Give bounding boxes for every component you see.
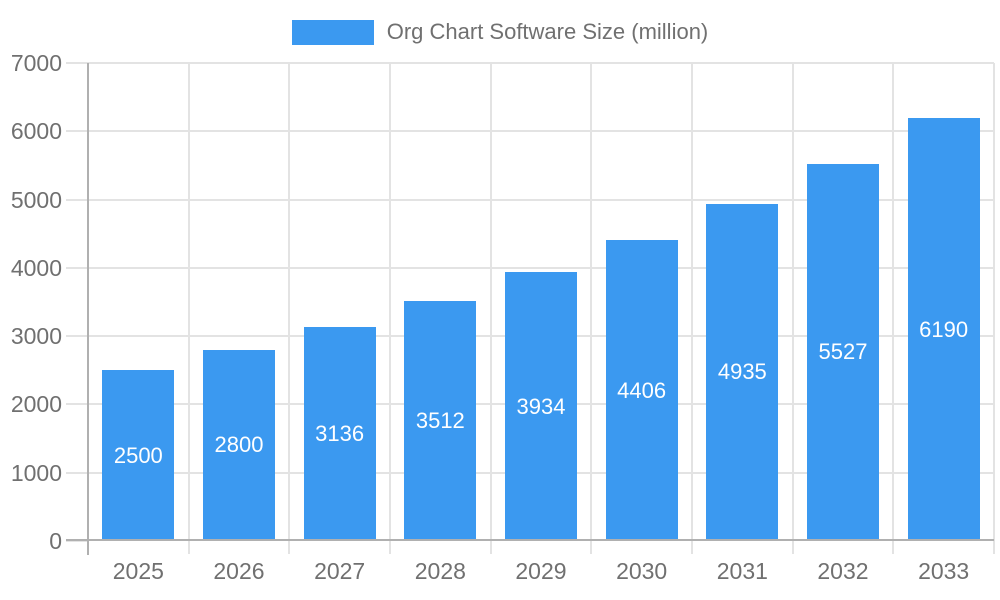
y-gridline [88, 130, 994, 133]
x-tick [489, 541, 492, 554]
y-axis-line [87, 63, 89, 555]
x-gridline [691, 63, 693, 541]
y-tick [66, 130, 88, 133]
x-gridline [389, 63, 391, 541]
y-axis-label: 7000 [10, 50, 62, 76]
y-gridline [88, 266, 994, 269]
x-tick [590, 541, 593, 554]
bar-value-label: 2500 [113, 442, 163, 468]
y-axis-label: 2000 [10, 391, 62, 418]
y-gridline [88, 62, 994, 64]
x-gridline [187, 63, 190, 541]
bar-2028[interactable]: 3512 [404, 301, 477, 541]
x-gridline [892, 63, 895, 541]
bar-value-label: 4406 [617, 377, 667, 403]
legend-swatch [291, 19, 374, 45]
bar-value-label: 3934 [516, 393, 566, 419]
bar-2025[interactable]: 2500 [102, 370, 175, 541]
bar-value-label: 2800 [214, 432, 264, 458]
x-tick [288, 541, 291, 554]
y-tick [66, 471, 88, 474]
bar-value-label: 6190 [919, 316, 969, 342]
x-axis-label: 2028 [414, 558, 466, 584]
x-tick [892, 541, 895, 554]
x-tick [993, 541, 995, 554]
y-tick [66, 335, 88, 338]
bar-value-label: 4935 [717, 359, 767, 385]
x-gridline [993, 63, 995, 541]
bar-2029[interactable]: 3934 [505, 272, 577, 541]
x-tick [691, 541, 693, 554]
bar-value-label: 3512 [415, 408, 465, 434]
y-axis-label: 4000 [10, 254, 62, 281]
legend-label: Org Chart Software Size (million) [386, 19, 709, 44]
x-gridline [288, 63, 291, 541]
x-axis-label: 2029 [515, 558, 567, 584]
x-axis-label: 2033 [918, 558, 970, 584]
bar-value-label: 5527 [818, 339, 868, 365]
x-tick [187, 541, 190, 554]
bar-2030[interactable]: 4406 [605, 240, 678, 541]
bar-2031[interactable]: 4935 [706, 204, 779, 541]
y-axis-label: 0 [49, 528, 62, 554]
bar-2026[interactable]: 2800 [203, 349, 275, 541]
x-axis-label: 2027 [314, 558, 366, 584]
x-axis-label: 2026 [213, 558, 265, 584]
bar-2033[interactable]: 6190 [907, 118, 980, 541]
x-axis-label: 2030 [616, 558, 668, 584]
legend[interactable]: Org Chart Software Size (million) [0, 17, 1000, 47]
bar-2027[interactable]: 3136 [303, 326, 376, 541]
x-tick [389, 541, 391, 554]
x-gridline [791, 63, 794, 541]
x-axis-label: 2025 [112, 558, 164, 584]
x-tick [791, 541, 794, 554]
y-tick [66, 198, 88, 201]
y-tick [66, 62, 88, 64]
y-gridline [88, 198, 994, 201]
y-tick [66, 403, 88, 406]
x-gridline [489, 63, 492, 541]
y-tick [66, 266, 88, 269]
x-gridline [590, 63, 593, 541]
y-axis-label: 5000 [10, 186, 62, 213]
bar-2032[interactable]: 5527 [807, 163, 879, 541]
y-axis-label: 6000 [10, 118, 62, 145]
x-axis-label: 2032 [817, 558, 869, 584]
y-tick [66, 540, 88, 542]
x-axis-line [66, 539, 994, 541]
y-axis-label: 3000 [10, 323, 62, 350]
x-axis-label: 2031 [716, 558, 768, 584]
y-axis-label: 1000 [10, 459, 62, 486]
plot-area: 0 1000 2000 3000 4000 5000 6000 7000 2500 2025 280… [11, 50, 995, 584]
bar-value-label: 3136 [315, 420, 365, 446]
